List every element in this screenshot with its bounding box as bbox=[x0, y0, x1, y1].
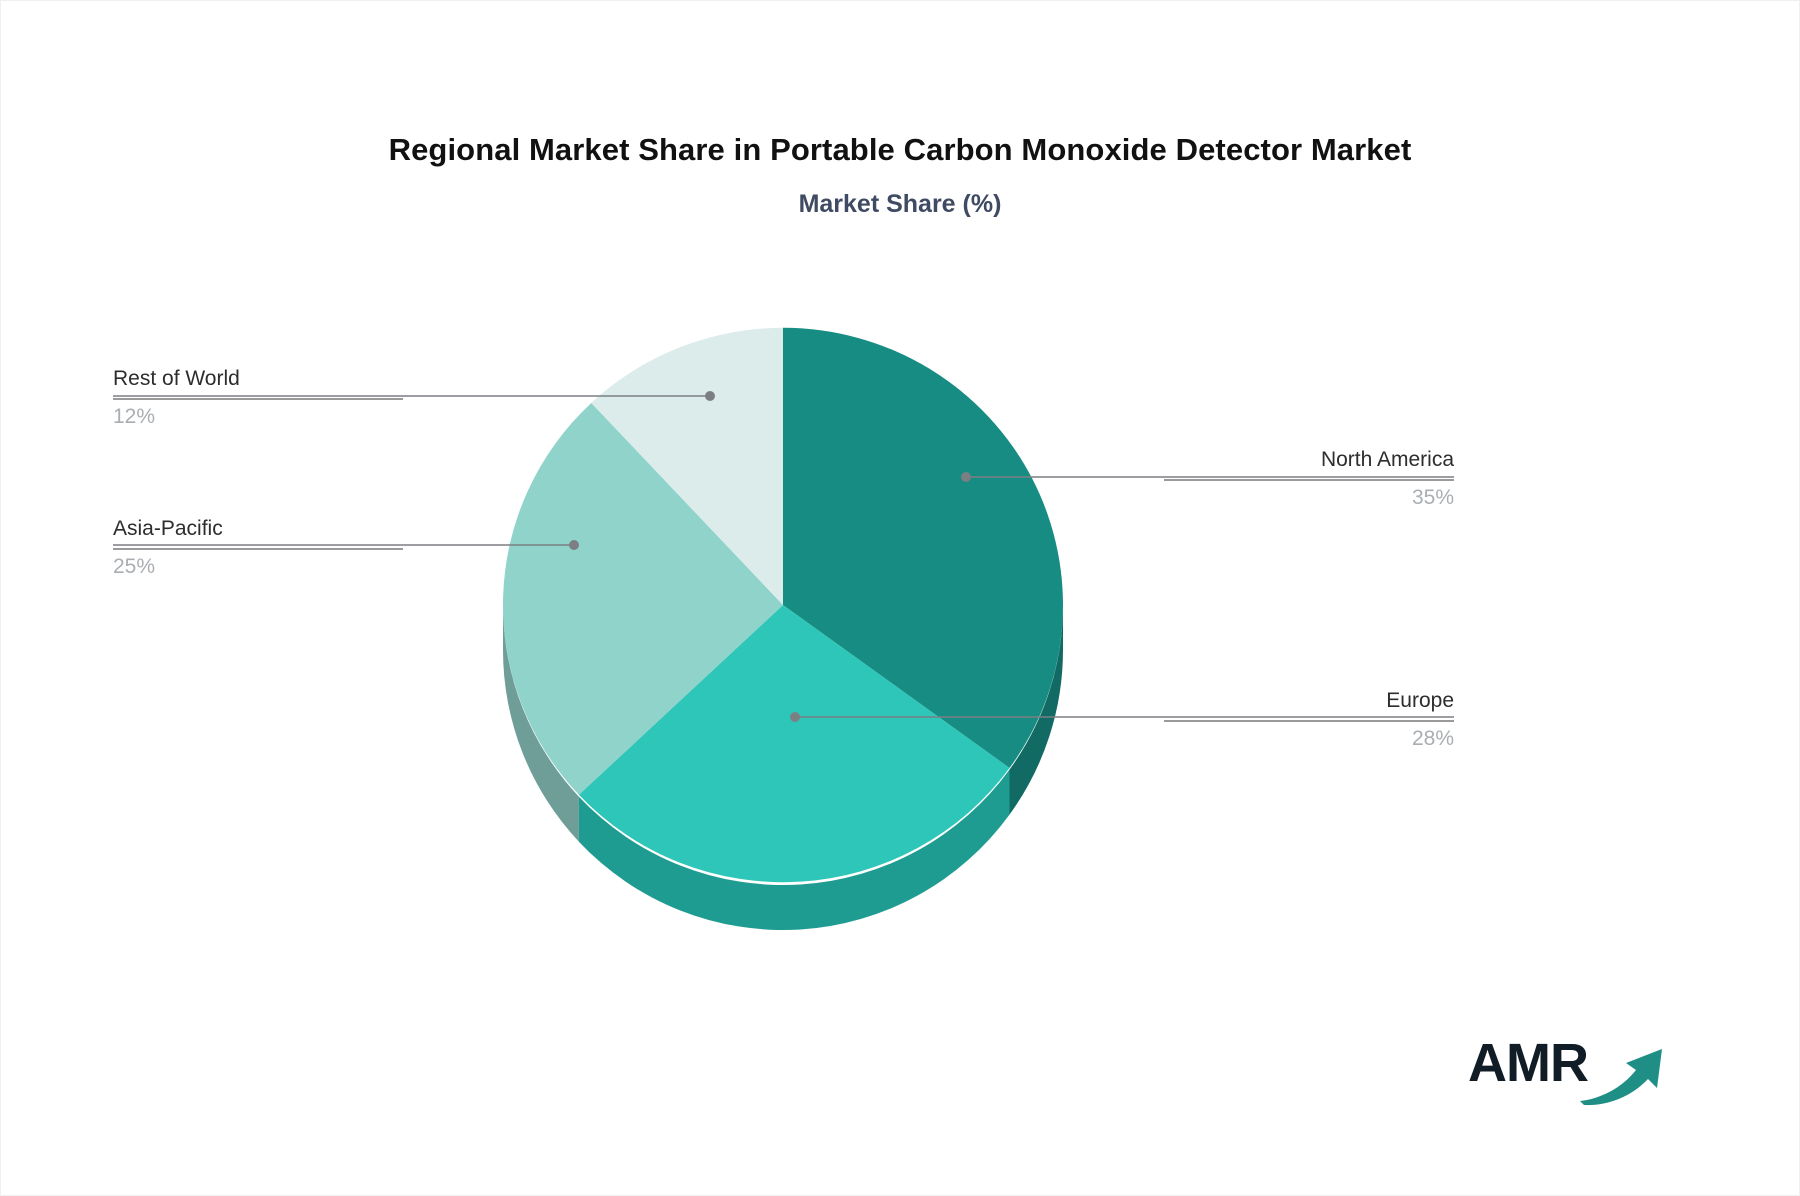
callout-label-europe: Europe bbox=[1386, 689, 1454, 712]
pie-slice-asia-pacific[interactable] bbox=[502, 402, 783, 795]
connector-dot-europe bbox=[790, 712, 800, 722]
page-title: Regional Market Share in Portable Carbon… bbox=[388, 132, 1412, 167]
pie-slice-europe[interactable] bbox=[578, 605, 1010, 883]
pie-depth-north-america bbox=[1009, 605, 1063, 815]
callout-rule-asia-pacific bbox=[113, 548, 403, 551]
callout-label-north-america: North America bbox=[1320, 448, 1454, 471]
callout-north-america: North America 35% bbox=[1164, 447, 1454, 512]
callout-value-europe: 28% bbox=[1411, 727, 1454, 751]
pie-depth-group bbox=[503, 605, 1063, 931]
pie-connectors bbox=[113, 391, 1454, 722]
callout-value-asia-pacific: 25% bbox=[113, 555, 156, 579]
connector-dot-north-america bbox=[961, 472, 971, 482]
amr-logo-text: AMR bbox=[1468, 1033, 1589, 1093]
pie-slice-north-america[interactable] bbox=[783, 327, 1063, 768]
pie-depth-asia-pacific bbox=[503, 605, 579, 842]
amr-logo: AMR bbox=[1468, 1036, 1668, 1116]
callout-label-asia-pacific: Asia-Pacific bbox=[113, 517, 223, 540]
pie-slice-rest-of-world[interactable] bbox=[591, 327, 783, 605]
callout-rule-rest-of-world bbox=[113, 398, 403, 401]
callout-rest-of-world: Rest of World 12% bbox=[113, 366, 403, 431]
callout-europe: Europe 28% bbox=[1164, 688, 1454, 753]
callout-asia-pacific: Asia-Pacific 25% bbox=[113, 516, 403, 581]
pie-top-face bbox=[502, 327, 1063, 883]
callout-value-rest-of-world: 12% bbox=[113, 405, 156, 429]
chart-subtitle: Market Share (%) bbox=[798, 190, 1002, 218]
callout-rule-north-america bbox=[1164, 479, 1454, 482]
callout-value-north-america: 35% bbox=[1411, 486, 1454, 510]
callout-label-rest-of-world: Rest of World bbox=[113, 367, 240, 390]
connector-dot-rest-of-world bbox=[705, 391, 715, 401]
rising-arrow-icon bbox=[1580, 1049, 1662, 1106]
pie-depth-europe bbox=[578, 769, 1010, 931]
connector-dot-asia-pacific bbox=[569, 540, 579, 550]
callout-rule-europe bbox=[1164, 720, 1454, 723]
